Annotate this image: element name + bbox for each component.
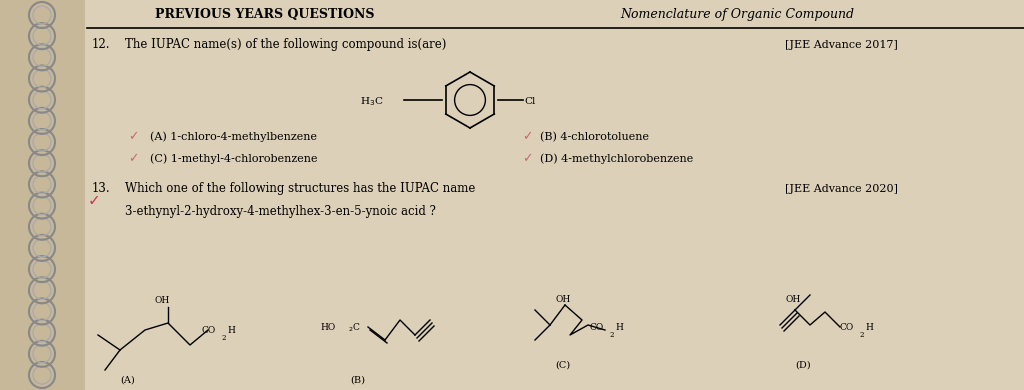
Text: H: H (865, 323, 872, 332)
Text: [JEE Advance 2017]: [JEE Advance 2017] (785, 40, 898, 50)
Text: PREVIOUS YEARS QUESTIONS: PREVIOUS YEARS QUESTIONS (155, 8, 375, 21)
Text: H$_3$C: H$_3$C (360, 96, 383, 108)
FancyBboxPatch shape (85, 0, 1024, 390)
Text: (C): (C) (555, 361, 570, 370)
Text: (B) 4-chlorotoluene: (B) 4-chlorotoluene (540, 132, 649, 142)
Text: (B): (B) (350, 376, 365, 385)
Text: 12.: 12. (92, 38, 111, 51)
Text: OH: OH (155, 296, 170, 305)
Text: Which one of the following structures has the IUPAC name: Which one of the following structures ha… (125, 182, 475, 195)
Text: The IUPAC name(s) of the following compound is(are): The IUPAC name(s) of the following compo… (125, 38, 446, 51)
Text: CO: CO (590, 323, 604, 332)
Text: Cl: Cl (524, 98, 536, 106)
Text: 2: 2 (609, 331, 613, 339)
Text: ✓: ✓ (128, 130, 138, 143)
Text: ✓: ✓ (128, 152, 138, 165)
Text: CO: CO (840, 323, 854, 332)
Text: ✓: ✓ (522, 130, 532, 143)
Text: H: H (227, 326, 234, 335)
Text: (A): (A) (120, 376, 135, 385)
Text: OH: OH (555, 295, 570, 304)
Text: (C) 1-methyl-4-chlorobenzene: (C) 1-methyl-4-chlorobenzene (150, 153, 317, 164)
Text: 3-ethynyl-2-hydroxy-4-methylhex-3-en-5-ynoic acid ?: 3-ethynyl-2-hydroxy-4-methylhex-3-en-5-y… (125, 205, 436, 218)
Text: HO: HO (319, 323, 335, 332)
Text: ✓: ✓ (88, 193, 100, 208)
Text: (D): (D) (795, 361, 811, 370)
Text: [JEE Advance 2020]: [JEE Advance 2020] (785, 184, 898, 194)
Text: $_2$C: $_2$C (348, 321, 360, 333)
Text: 2: 2 (859, 331, 863, 339)
Text: H: H (615, 323, 623, 332)
Text: ✓: ✓ (522, 152, 532, 165)
Text: 13.: 13. (92, 182, 111, 195)
Text: Nomenclature of Organic Compound: Nomenclature of Organic Compound (620, 8, 854, 21)
Text: CO: CO (202, 326, 216, 335)
Text: (A) 1-chloro-4-methylbenzene: (A) 1-chloro-4-methylbenzene (150, 131, 317, 142)
Text: (D) 4-methylchlorobenzene: (D) 4-methylchlorobenzene (540, 153, 693, 164)
Text: OH: OH (785, 295, 800, 304)
Text: 2: 2 (221, 334, 225, 342)
